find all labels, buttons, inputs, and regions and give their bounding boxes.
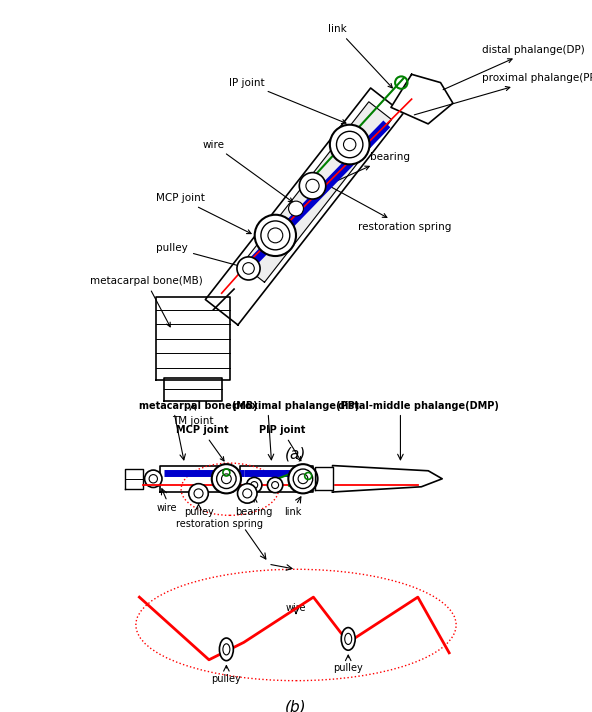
Text: pulley: pulley <box>333 664 363 674</box>
Circle shape <box>343 138 356 151</box>
Polygon shape <box>391 74 453 124</box>
Text: PIP joint: PIP joint <box>259 425 305 461</box>
Polygon shape <box>156 298 230 380</box>
Circle shape <box>221 474 231 483</box>
Circle shape <box>243 489 252 498</box>
Circle shape <box>268 228 283 243</box>
Circle shape <box>194 489 203 498</box>
Circle shape <box>306 179 319 192</box>
Circle shape <box>272 481 279 488</box>
Text: pulley: pulley <box>211 674 242 684</box>
Text: wire: wire <box>157 503 178 513</box>
Text: IP joint: IP joint <box>229 78 346 124</box>
Text: pulley: pulley <box>156 243 244 268</box>
Polygon shape <box>242 102 391 282</box>
Polygon shape <box>126 469 143 488</box>
Polygon shape <box>315 467 333 491</box>
Text: (b): (b) <box>285 699 307 712</box>
Polygon shape <box>333 466 442 492</box>
Text: wire: wire <box>202 140 293 202</box>
Circle shape <box>293 469 313 488</box>
Circle shape <box>288 201 304 216</box>
Text: wire: wire <box>286 602 306 612</box>
Polygon shape <box>205 88 403 325</box>
Text: metacarpal bone(MB): metacarpal bone(MB) <box>139 401 258 411</box>
Polygon shape <box>240 466 313 492</box>
Circle shape <box>288 464 317 493</box>
Text: bearing: bearing <box>236 507 273 517</box>
Circle shape <box>251 481 258 488</box>
Text: (a): (a) <box>285 446 307 462</box>
Polygon shape <box>164 378 221 401</box>
Text: proximal phalange(PP): proximal phalange(PP) <box>414 73 592 115</box>
Circle shape <box>144 470 162 488</box>
Ellipse shape <box>223 644 230 655</box>
Text: link: link <box>284 507 301 517</box>
Ellipse shape <box>341 627 355 650</box>
Text: bearing: bearing <box>329 152 410 184</box>
Ellipse shape <box>220 638 233 661</box>
Circle shape <box>330 125 369 164</box>
Circle shape <box>298 474 308 483</box>
Text: restoration spring: restoration spring <box>176 519 263 529</box>
Text: distal phalange(DP): distal phalange(DP) <box>443 45 584 90</box>
Text: proximal phalange(PP): proximal phalange(PP) <box>233 401 359 411</box>
Circle shape <box>149 475 157 483</box>
Circle shape <box>247 477 262 493</box>
Circle shape <box>300 172 326 199</box>
Circle shape <box>189 483 208 503</box>
Circle shape <box>212 464 241 493</box>
Text: MCP joint: MCP joint <box>176 425 229 461</box>
Circle shape <box>336 131 363 158</box>
Polygon shape <box>160 466 233 492</box>
Text: restoration spring: restoration spring <box>332 187 451 232</box>
Text: metacarpal bone(MB): metacarpal bone(MB) <box>89 276 202 327</box>
Circle shape <box>268 477 283 493</box>
Circle shape <box>217 469 236 488</box>
Circle shape <box>237 257 260 280</box>
Text: pulley: pulley <box>184 507 213 517</box>
Circle shape <box>237 483 257 503</box>
Text: MCP joint: MCP joint <box>156 193 251 234</box>
Circle shape <box>255 215 296 256</box>
Text: link: link <box>328 24 392 88</box>
Text: distal-middle phalange(DMP): distal-middle phalange(DMP) <box>338 401 498 411</box>
Ellipse shape <box>345 634 352 644</box>
Circle shape <box>261 221 290 250</box>
Circle shape <box>243 263 255 274</box>
Text: TM joint: TM joint <box>172 417 214 426</box>
